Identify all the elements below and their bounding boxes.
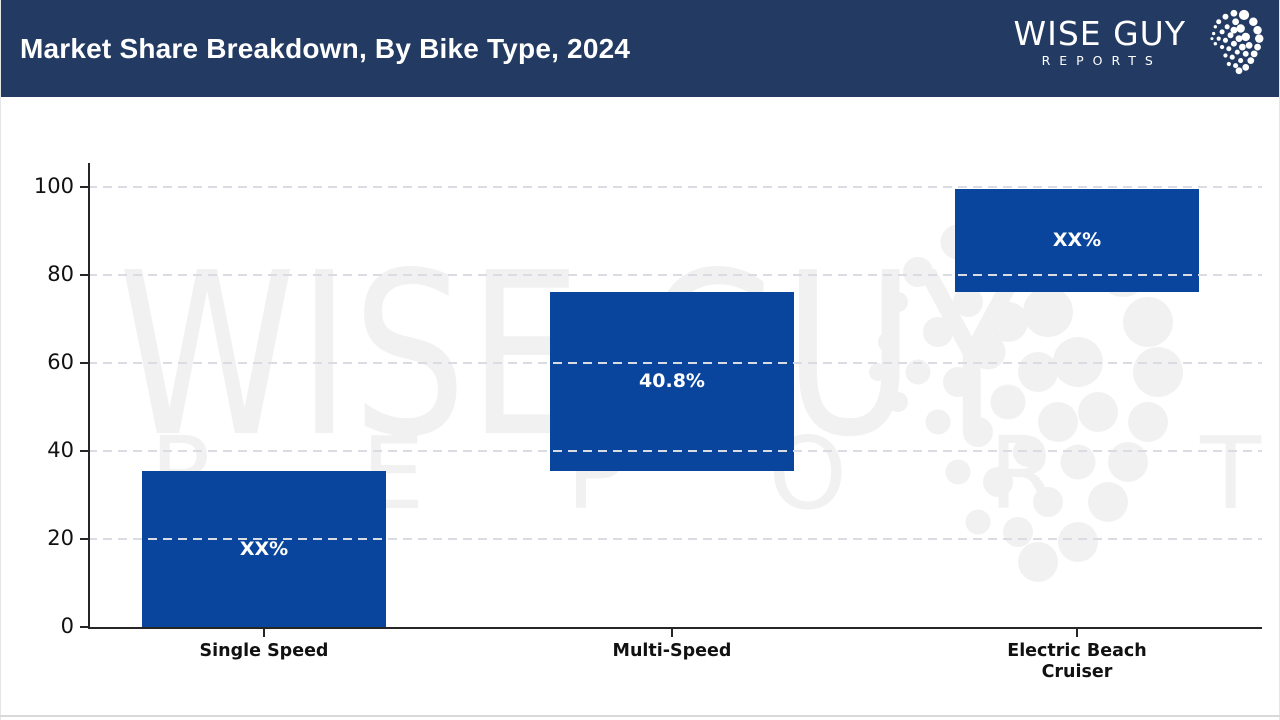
header-band: Market Share Breakdown, By Bike Type, 20…	[0, 0, 1280, 97]
x-category-label: Single Speed	[199, 641, 329, 661]
y-tick-mark	[80, 538, 88, 540]
y-tick-mark	[80, 450, 88, 452]
x-category-label: Multi-Speed	[612, 641, 732, 661]
bar-multi-speed	[550, 291, 794, 472]
wise-guy-logo: WISE GUY REPORTS	[1013, 8, 1266, 76]
gridline	[88, 538, 1262, 540]
bar-value-label: XX%	[239, 538, 289, 561]
gridline	[88, 362, 1262, 364]
logo-subtitle: REPORTS	[1041, 52, 1162, 68]
gridline	[88, 274, 1262, 276]
logo-wordmark: WISE GUY	[1013, 13, 1186, 53]
footer-rule	[0, 715, 1280, 717]
y-tick-label: 100	[33, 174, 74, 198]
bar-value-label: 40.8%	[639, 370, 705, 393]
y-tick-label: 80	[47, 262, 74, 286]
x-category-label: Electric Beach Cruiser	[1007, 641, 1147, 682]
x-tick-mark	[263, 629, 265, 637]
bar-value-label: XX%	[1052, 229, 1102, 252]
x-tick-mark	[1076, 629, 1078, 637]
y-tick-label: 60	[47, 350, 74, 374]
y-tick-label: 20	[47, 526, 74, 550]
bar-single-speed	[142, 471, 386, 627]
logo-head-icon	[1210, 9, 1264, 75]
logo-text: WISE GUY REPORTS	[1013, 17, 1186, 68]
y-tick-mark	[80, 274, 88, 276]
waterfall-chart: WISE GUY R E P O R T S 020406080100XX%Si…	[0, 97, 1280, 720]
y-tick-mark	[80, 186, 88, 188]
x-axis-spine	[88, 627, 1262, 629]
page-title: Market Share Breakdown, By Bike Type, 20…	[20, 32, 631, 64]
y-tick-label: 40	[47, 438, 74, 462]
y-tick-label: 0	[60, 614, 74, 638]
y-tick-mark	[80, 362, 88, 364]
page-border-left	[0, 0, 1, 720]
gridline	[88, 450, 1262, 452]
y-axis-spine	[88, 163, 90, 629]
gridline	[88, 186, 1262, 188]
x-tick-mark	[671, 629, 673, 637]
y-tick-mark	[80, 626, 88, 628]
